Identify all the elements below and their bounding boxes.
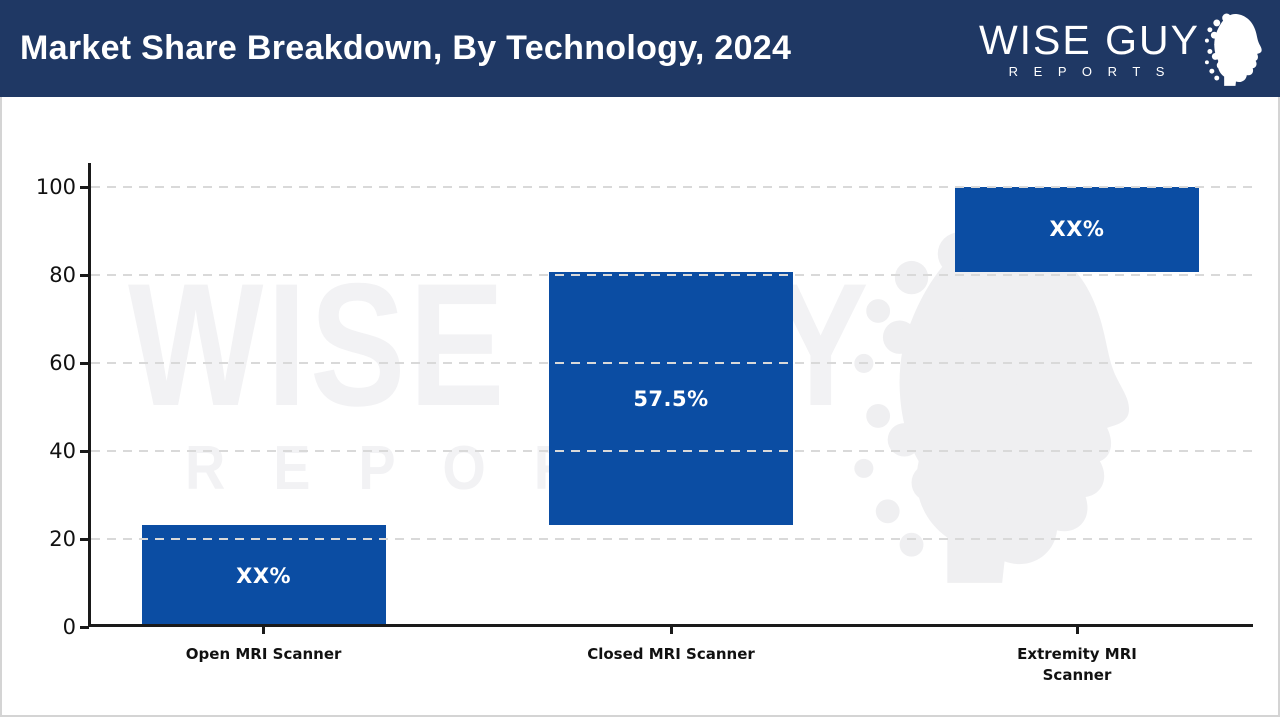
chart-area: WISE GUY R E P O R T S 0 20 40 60 80 100 XX% Op… <box>0 97 1280 720</box>
bar-value-label: XX% <box>236 563 292 588</box>
plot: 0 20 40 60 80 100 XX% Open MRI Scanner 57.5% Clos… <box>0 97 1280 720</box>
y-axis-tick-label-60: 60 <box>49 350 76 375</box>
gridline-40 <box>91 449 1253 452</box>
header-bar: Market Share Breakdown, By Technology, 2… <box>0 0 1280 97</box>
brand-name: WISE GUY <box>978 16 1200 63</box>
y-axis-tick-80 <box>80 273 89 277</box>
card-bottom-border <box>0 715 1280 717</box>
y-axis-tick-label-80: 80 <box>49 262 76 287</box>
x-axis-tick-3 <box>1075 627 1079 634</box>
category-label: Extremity MRI Scanner <box>947 644 1207 686</box>
card-left-border <box>0 97 2 717</box>
brand-tagline: R E P O R T S <box>1008 64 1171 80</box>
y-axis-tick-100 <box>80 185 89 189</box>
bar-2: 57.5% <box>549 272 793 526</box>
bar-value-label: 57.5% <box>633 386 709 411</box>
bar-1: XX% <box>141 525 386 627</box>
brand-face-icon <box>1202 9 1266 89</box>
bar-3: XX% <box>955 186 1199 273</box>
y-axis-tick-label-0: 0 <box>62 614 76 639</box>
y-axis-tick-label-20: 20 <box>49 526 76 551</box>
gridline-100 <box>91 185 1253 188</box>
category-label-line: Closed MRI Scanner <box>587 645 755 663</box>
gridline-20 <box>91 537 1253 540</box>
y-axis-tick-60 <box>80 361 89 365</box>
x-axis-line <box>88 624 1253 627</box>
bar-value-label: XX% <box>1049 217 1105 242</box>
gridline-80 <box>91 273 1253 276</box>
brand-logo: WISE GUY R E P O R T S <box>979 6 1266 92</box>
brand-logo-text: WISE GUY R E P O R T S <box>978 16 1200 80</box>
gridline-60 <box>91 361 1253 364</box>
y-axis-tick-0 <box>80 625 89 629</box>
category-label-line: Extremity MRI <box>1017 645 1137 663</box>
y-axis-tick-40 <box>80 449 89 453</box>
card-right-border <box>1278 97 1280 717</box>
category-label: Closed MRI Scanner <box>541 644 801 665</box>
category-label-line: Open MRI Scanner <box>185 645 342 663</box>
y-axis-line <box>88 163 91 627</box>
page-title: Market Share Breakdown, By Technology, 2… <box>20 29 792 67</box>
x-axis-tick-2 <box>669 627 673 634</box>
x-axis-tick-1 <box>262 627 266 634</box>
category-label-line: Scanner <box>1042 666 1112 684</box>
y-axis-tick-label-100: 100 <box>35 174 76 199</box>
category-label: Open MRI Scanner <box>134 644 394 665</box>
y-axis-tick-20 <box>80 537 89 541</box>
y-axis-tick-label-40: 40 <box>49 438 76 463</box>
